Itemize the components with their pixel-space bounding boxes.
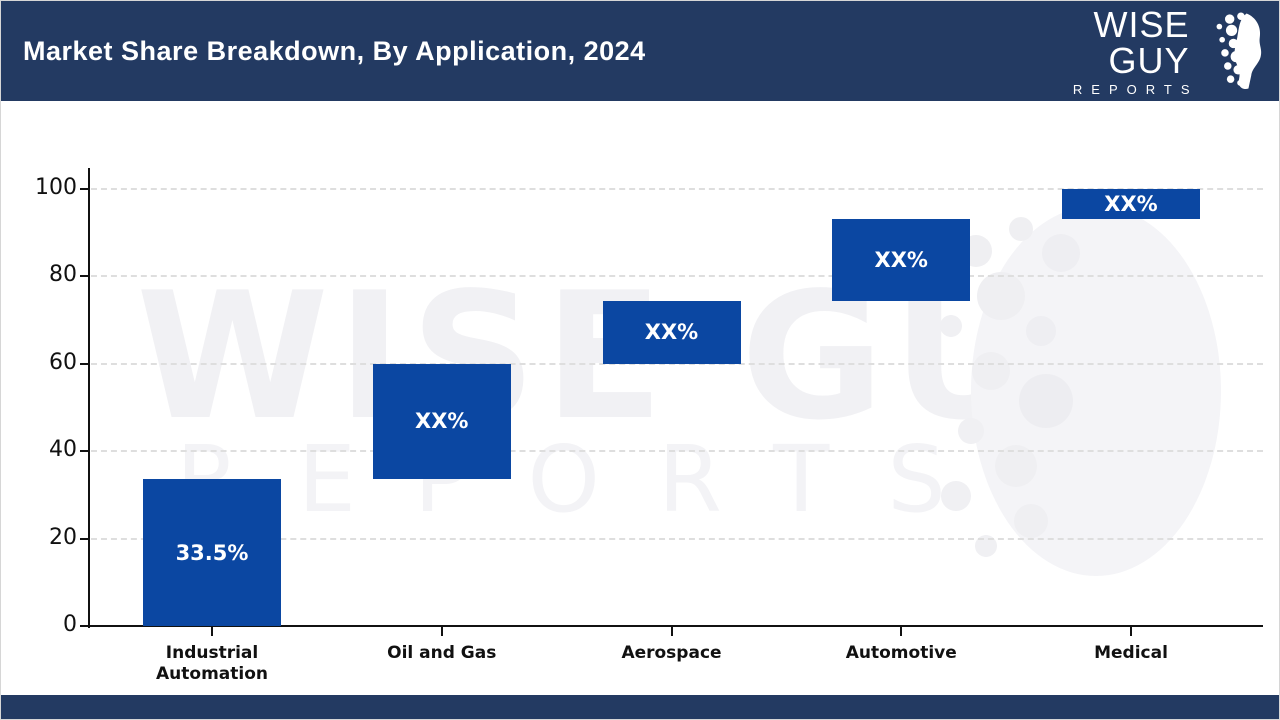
header-bar: Market Share Breakdown, By Application, … xyxy=(1,1,1279,101)
y-axis-line xyxy=(88,168,90,628)
bar-value-label: XX% xyxy=(1104,191,1158,216)
bar-industrial-automation: 33.5% xyxy=(143,479,281,626)
bar-value-label: XX% xyxy=(874,248,928,273)
logo-head-icon xyxy=(1216,12,1261,90)
page-title: Market Share Breakdown, By Application, … xyxy=(23,35,646,66)
wise-guy-reports-logo: WISE GUY REPORTS xyxy=(1013,3,1263,96)
logo-reports-text: REPORTS xyxy=(1072,81,1199,97)
x-tick-3 xyxy=(900,627,903,636)
bar-value-label: XX% xyxy=(415,409,469,434)
y-tick-80 xyxy=(80,275,89,277)
bar-medical: XX% xyxy=(1062,188,1200,220)
watermark-reports-text: REPORTS xyxy=(176,426,1004,533)
x-tick-2 xyxy=(670,627,673,636)
gridline-100 xyxy=(91,187,1263,190)
x-axis-line xyxy=(88,625,1263,627)
y-tick-label-0: 0 xyxy=(63,612,77,637)
bar-value-label: XX% xyxy=(644,320,699,345)
logo-wiseguy-text: WISE GUY xyxy=(1093,3,1190,81)
y-tick-label-20: 20 xyxy=(49,524,77,550)
category-label-4: Medical xyxy=(1094,643,1168,663)
bar-oil-and-gas: XX% xyxy=(372,363,511,480)
bar-aerospace: XX% xyxy=(602,300,741,364)
y-tick-20 xyxy=(80,537,89,540)
watermark-face-icon xyxy=(940,206,1221,576)
gridline-20 xyxy=(91,537,1263,540)
category-label-2: Aerospace xyxy=(621,643,722,663)
y-tick-label-40: 40 xyxy=(49,437,77,462)
y-tick-label-60: 60 xyxy=(49,349,77,375)
y-tick-0 xyxy=(80,625,89,627)
gridline-40 xyxy=(91,450,1263,452)
y-tick-label-80: 80 xyxy=(49,262,77,287)
y-tick-60 xyxy=(80,362,89,365)
gridline-60 xyxy=(91,362,1263,365)
category-label-1: Oil and Gas xyxy=(387,643,497,663)
y-tick-40 xyxy=(80,450,89,452)
logo-wordmark: WISE GUY REPORTS xyxy=(1013,3,1190,96)
x-tick-4 xyxy=(1130,627,1132,636)
x-tick-1 xyxy=(440,627,443,636)
gridline-80 xyxy=(91,275,1263,277)
x-tick-0 xyxy=(211,627,213,636)
category-label-3: Automotive xyxy=(845,643,957,663)
bar-value-label: 33.5% xyxy=(175,540,249,565)
y-tick-100 xyxy=(80,187,89,190)
y-tick-label-100: 100 xyxy=(35,174,77,200)
footer-bar xyxy=(1,695,1279,719)
bar-automotive: XX% xyxy=(832,219,971,301)
category-label-0: Industrial Automation xyxy=(156,643,268,685)
